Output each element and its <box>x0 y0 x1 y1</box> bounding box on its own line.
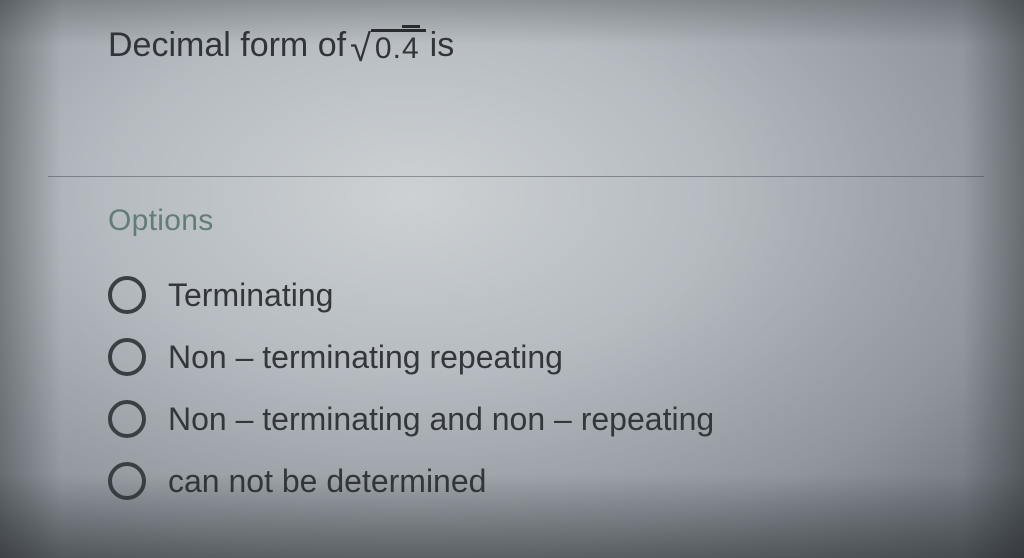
sqrt-expression: √ 0.4 <box>350 29 426 67</box>
radio-icon[interactable] <box>108 400 146 438</box>
overline-bar <box>402 25 420 28</box>
question-area: Decimal form of √ 0.4 is <box>108 26 964 65</box>
options-list: Terminating Non – terminating repeating … <box>108 276 964 524</box>
sqrt-icon: √ <box>350 30 371 68</box>
question-suffix: is <box>430 26 455 65</box>
sqrt-radicand: 0.4 <box>371 29 426 65</box>
radio-icon[interactable] <box>108 462 146 500</box>
option-label: can not be determined <box>168 463 486 500</box>
options-heading: Options <box>108 204 214 238</box>
option-row[interactable]: Non – terminating repeating <box>108 338 964 376</box>
section-divider <box>48 176 984 177</box>
radio-icon[interactable] <box>108 276 146 314</box>
option-label: Terminating <box>168 277 333 314</box>
option-label: Non – terminating and non – repeating <box>168 401 714 438</box>
option-row[interactable]: can not be determined <box>108 462 964 500</box>
option-label: Non – terminating repeating <box>168 339 563 376</box>
question-text: Decimal form of √ 0.4 is <box>108 26 964 65</box>
question-prefix: Decimal form of <box>108 26 346 65</box>
radicand-value: 0.4 <box>375 32 420 65</box>
radio-icon[interactable] <box>108 338 146 376</box>
option-row[interactable]: Terminating <box>108 276 964 314</box>
option-row[interactable]: Non – terminating and non – repeating <box>108 400 964 438</box>
